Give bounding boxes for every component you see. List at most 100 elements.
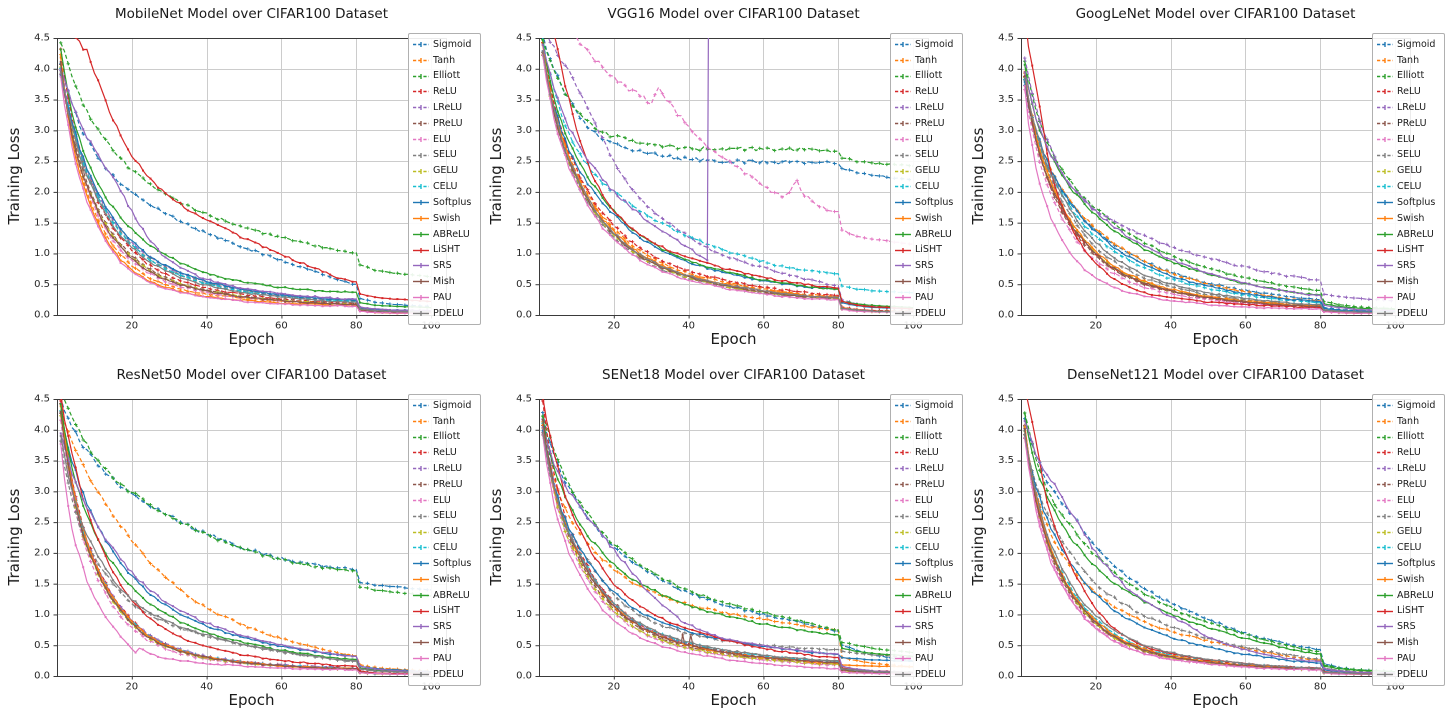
legend-line-sample-icon — [895, 545, 911, 551]
chart-title: ResNet50 Model over CIFAR100 Dataset — [116, 367, 387, 383]
legend-line-sample-icon — [413, 136, 429, 142]
legend-label: Tanh — [433, 415, 456, 427]
legend-entry-gelu: GELU — [894, 525, 960, 540]
legend-entry-sigmoid: Sigmoid — [894, 398, 960, 413]
legend-line-sample-icon — [413, 561, 429, 567]
legend-line-sample-icon — [1377, 73, 1393, 79]
legend-entry-celu: CELU — [412, 179, 478, 194]
legend-line-sample-icon — [895, 418, 911, 424]
legend-line-sample-icon — [413, 671, 429, 677]
legend-label: SELU — [433, 149, 457, 161]
x-axis-label: Epoch — [1192, 691, 1239, 709]
legend-entry-elu: ELU — [412, 132, 478, 147]
legend-label: ELU — [433, 133, 451, 145]
legend-entry-lisht: LiSHT — [894, 604, 960, 619]
legend-entry-softplus: Softplus — [1376, 195, 1442, 210]
legend-line-sample-icon — [895, 279, 911, 285]
legend-line-sample-icon — [1377, 57, 1393, 63]
legend-label: Mish — [433, 275, 455, 287]
legend-entry-swish: Swish — [894, 211, 960, 226]
legend-entry-prelu: PReLU — [1376, 477, 1442, 492]
legend-label: GELU — [915, 526, 941, 538]
legend-label: SRS — [433, 621, 452, 633]
legend-entry-softplus: Softplus — [1376, 556, 1442, 571]
legend-line-sample-icon — [1377, 105, 1393, 111]
legend-line-sample-icon — [895, 513, 911, 519]
legend-entry-tanh: Tanh — [1376, 53, 1442, 68]
legend-label: ABReLU — [915, 228, 952, 240]
legend: Sigmoid Tanh Elliott ReLU LReLU PReLU ELU SELU G… — [890, 33, 963, 325]
legend-line-sample-icon — [1377, 450, 1393, 456]
legend-line-sample-icon — [413, 231, 429, 237]
legend-entry-elu: ELU — [1376, 493, 1442, 508]
legend-line-sample-icon — [413, 529, 429, 535]
legend-entry-abrelu: ABReLU — [1376, 588, 1442, 603]
legend-label: SRS — [1397, 621, 1416, 633]
legend-entry-prelu: PReLU — [894, 477, 960, 492]
legend-entry-lisht: LiSHT — [894, 243, 960, 258]
legend-entry-relu: ReLU — [1376, 84, 1442, 99]
legend-line-sample-icon — [413, 640, 429, 646]
legend-line-sample-icon — [1377, 608, 1393, 614]
legend-label: Sigmoid — [433, 38, 472, 50]
legend-entry-celu: CELU — [412, 540, 478, 555]
legend-label: Mish — [915, 275, 937, 287]
legend-line-sample-icon — [413, 434, 429, 440]
legend-entry-tanh: Tanh — [894, 53, 960, 68]
legend-label: PAU — [915, 291, 934, 303]
legend-line-sample-icon — [1377, 418, 1393, 424]
legend-line-sample-icon — [1377, 152, 1393, 158]
legend-line-sample-icon — [895, 200, 911, 206]
legend-line-sample-icon — [413, 656, 429, 661]
y-axis-label: Training Loss — [5, 127, 23, 225]
legend-entry-elliott: Elliott — [1376, 430, 1442, 445]
legend-label: Softplus — [915, 557, 954, 569]
legend-entry-mish: Mish — [894, 635, 960, 650]
chart-title: VGG16 Model over CIFAR100 Dataset — [607, 6, 860, 22]
legend-label: GELU — [433, 165, 459, 177]
legend-label: Sigmoid — [915, 38, 954, 50]
legend-entry-lisht: LiSHT — [1376, 604, 1442, 619]
legend: Sigmoid Tanh Elliott ReLU LReLU PReLU ELU SELU G… — [890, 394, 963, 686]
legend-entry-gelu: GELU — [894, 164, 960, 179]
legend-entry-elliott: Elliott — [894, 69, 960, 84]
legend-label: SRS — [1397, 260, 1416, 272]
legend-label: PAU — [433, 652, 452, 664]
legend-label: LiSHT — [433, 605, 460, 617]
legend-label: ELU — [1397, 133, 1415, 145]
legend-entry-gelu: GELU — [1376, 525, 1442, 540]
legend-label: Elliott — [433, 70, 461, 82]
legend-label: Softplus — [1397, 196, 1436, 208]
legend-entry-sigmoid: Sigmoid — [894, 37, 960, 52]
legend-entry-prelu: PReLU — [1376, 116, 1442, 131]
legend: Sigmoid Tanh Elliott ReLU LReLU PReLU ELU SELU G… — [408, 33, 481, 325]
legend-line-sample-icon — [413, 295, 429, 300]
legend-line-sample-icon — [1377, 497, 1393, 503]
legend-entry-selu: SELU — [412, 148, 478, 163]
legend-entry-sigmoid: Sigmoid — [1376, 37, 1442, 52]
y-axis-label: Training Loss — [487, 488, 505, 586]
legend-entry-lisht: LiSHT — [412, 604, 478, 619]
legend-label: SELU — [1397, 510, 1421, 522]
legend-line-sample-icon — [895, 310, 911, 316]
legend-label: PReLU — [433, 478, 463, 490]
legend-label: PAU — [1397, 291, 1416, 303]
legend-line-sample-icon — [1377, 592, 1393, 598]
legend-entry-swish: Swish — [1376, 572, 1442, 587]
legend-line-sample-icon — [1377, 529, 1393, 535]
legend-label: Swish — [1397, 573, 1425, 585]
legend-entry-elliott: Elliott — [412, 69, 478, 84]
chart-title: SENet18 Model over CIFAR100 Dataset — [602, 367, 865, 383]
legend-entry-tanh: Tanh — [412, 414, 478, 429]
legend-entry-tanh: Tanh — [894, 414, 960, 429]
legend-label: ABReLU — [433, 228, 470, 240]
legend-label: Swish — [1397, 212, 1425, 224]
legend-entry-pau: PAU — [1376, 651, 1442, 666]
legend-line-sample-icon — [895, 295, 911, 300]
legend-label: Swish — [915, 212, 943, 224]
legend-line-sample-icon — [895, 121, 911, 127]
legend-entry-swish: Swish — [1376, 211, 1442, 226]
legend-label: ELU — [433, 494, 451, 506]
legend-line-sample-icon — [895, 403, 911, 408]
legend-line-sample-icon — [1377, 403, 1393, 408]
